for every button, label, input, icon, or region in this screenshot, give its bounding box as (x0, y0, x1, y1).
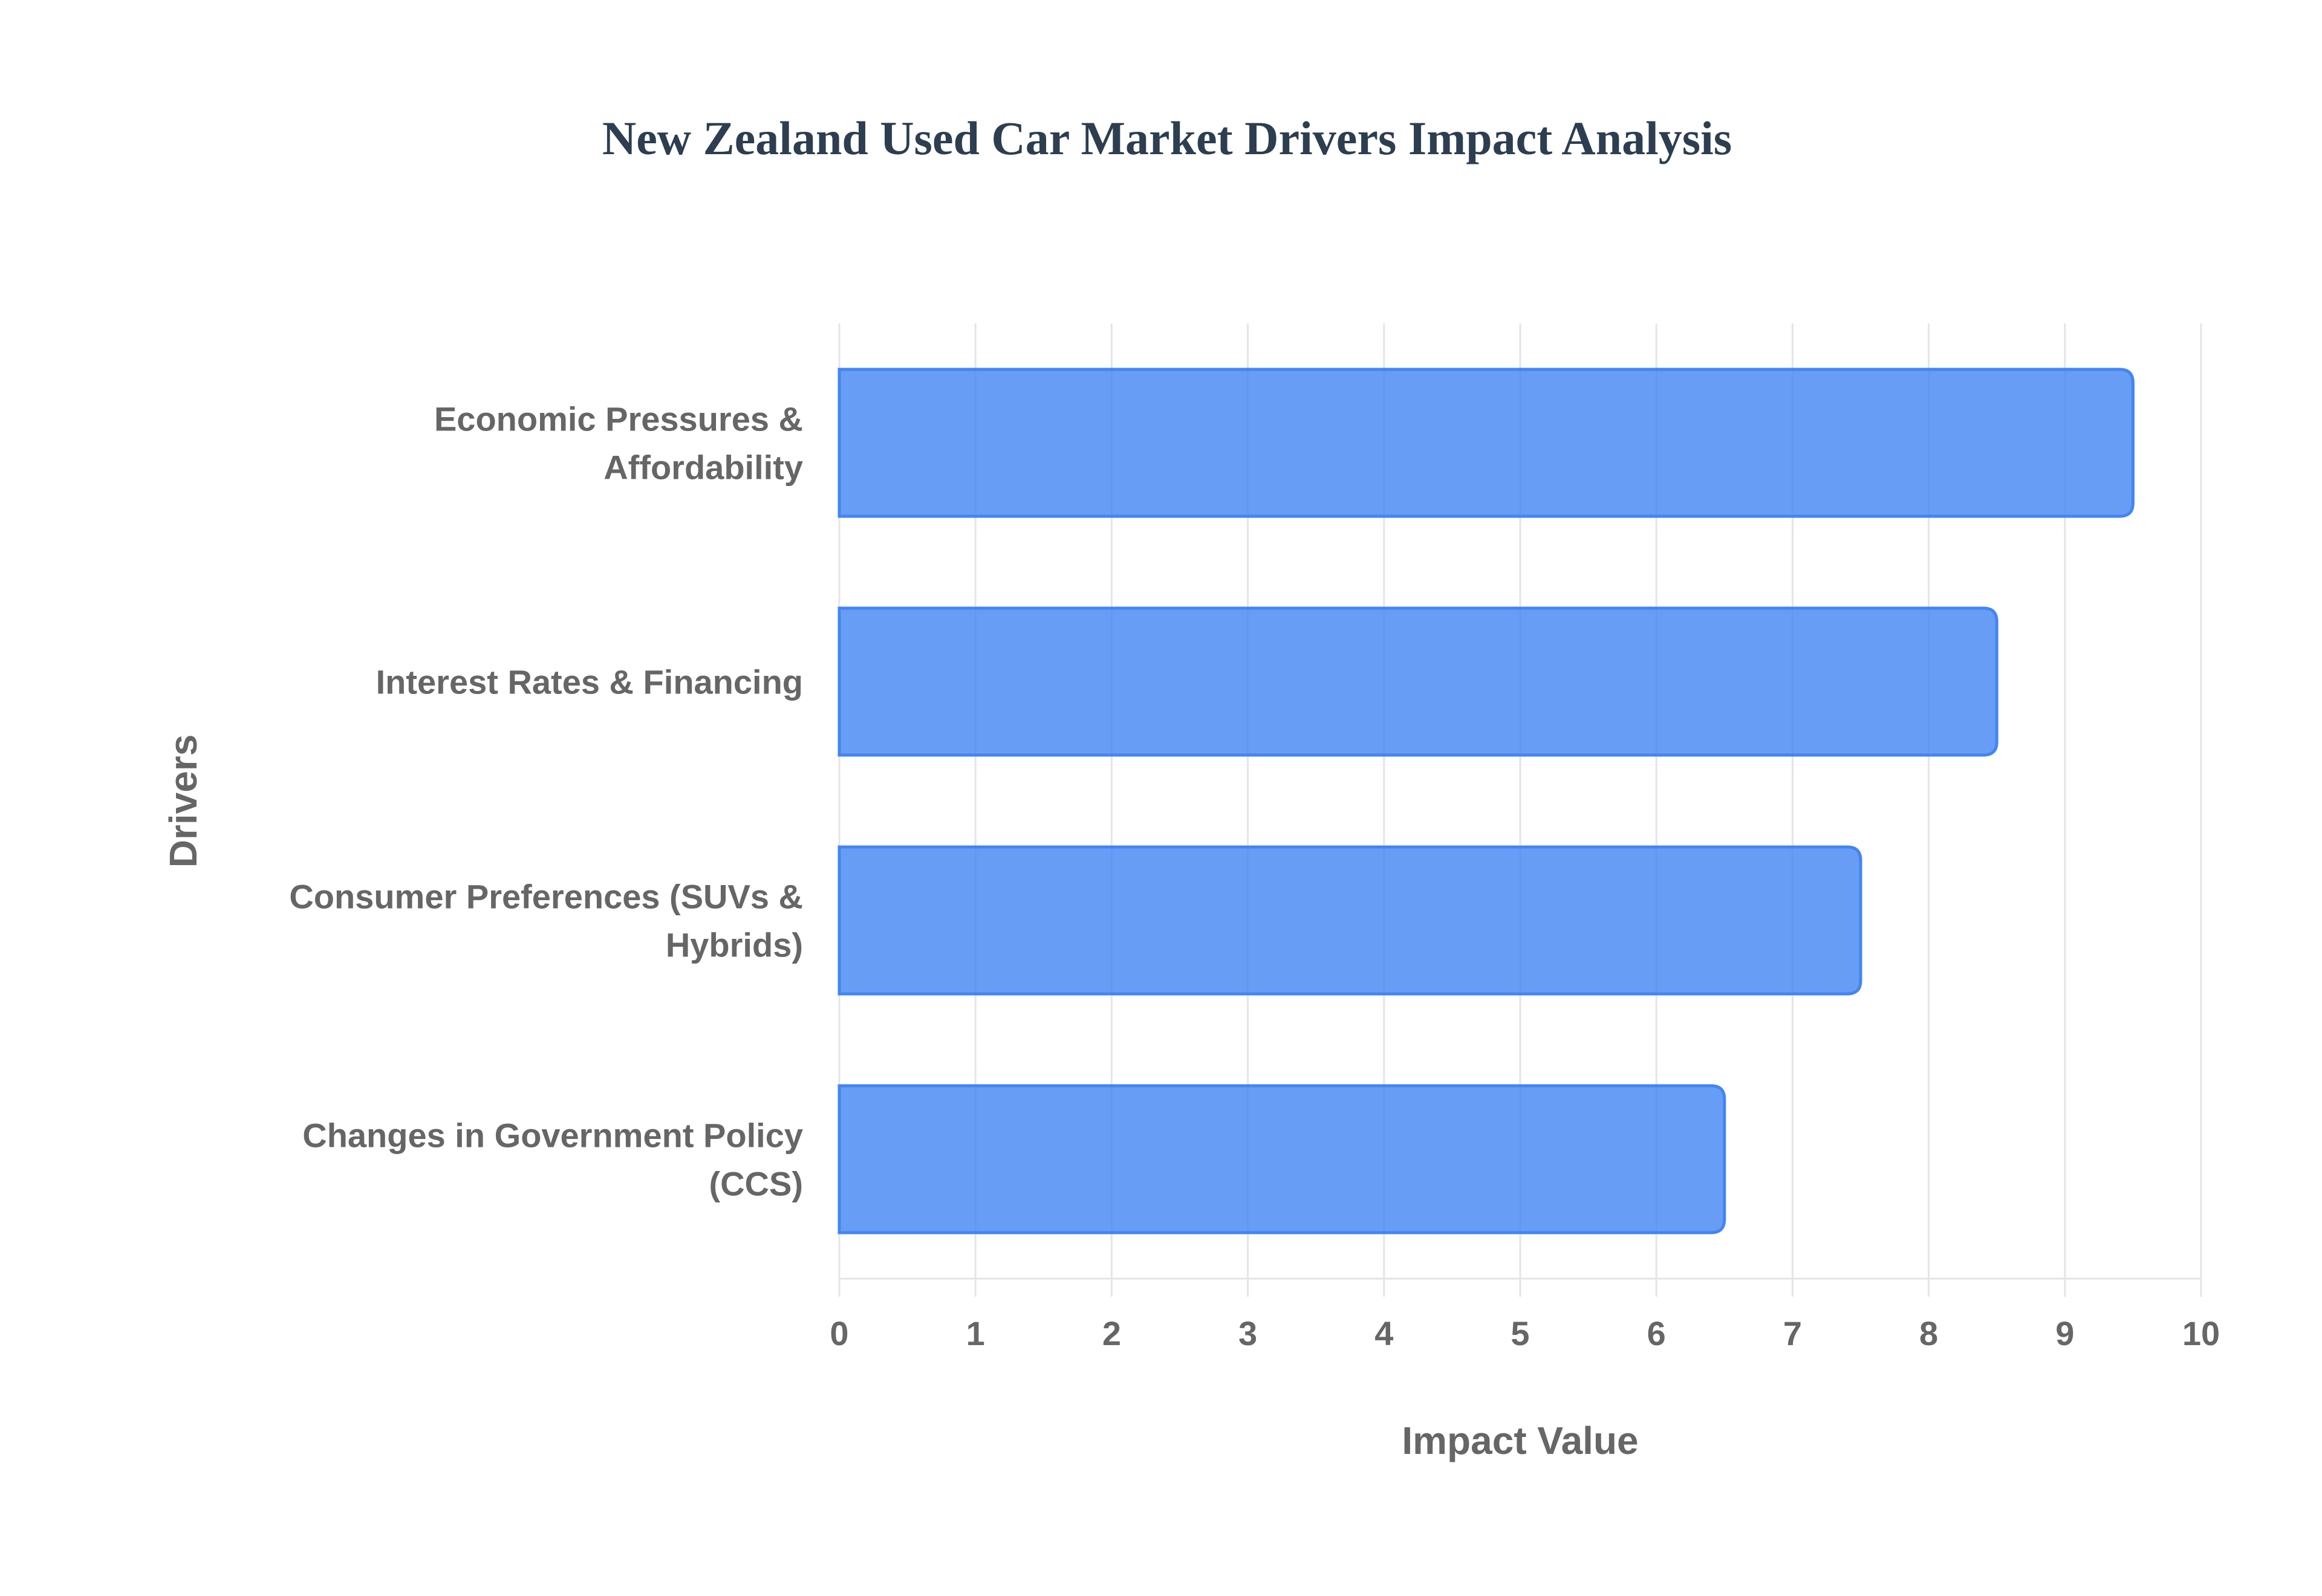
x-axis-ticks: 0 1 2 3 4 5 6 7 8 9 10 (830, 1314, 2220, 1352)
bars (837, 368, 2135, 1234)
bar[interactable] (837, 368, 2135, 518)
category-label: Consumer Preferences (SUVs & Hybrids) (289, 878, 803, 964)
category-label: Changes in Government Policy (CCS) (302, 1117, 803, 1203)
category-label: Interest Rates & Financing (376, 663, 803, 701)
x-tick-label: 7 (1783, 1314, 1802, 1352)
x-tick-label: 3 (1238, 1314, 1257, 1352)
x-axis-title: Impact Value (1402, 1419, 1638, 1462)
x-tick-label: 9 (2055, 1314, 2074, 1352)
x-tick-label: 1 (966, 1314, 985, 1352)
x-tick-label: 2 (1102, 1314, 1121, 1352)
x-tick-label: 8 (1919, 1314, 1938, 1352)
x-tick-label: 6 (1647, 1314, 1666, 1352)
bar[interactable] (837, 1084, 1726, 1234)
x-tick-label: 0 (830, 1314, 848, 1352)
x-tick-label: 10 (2182, 1314, 2220, 1352)
chart-title: New Zealand Used Car Market Drivers Impa… (602, 112, 1732, 164)
category-label: Economic Pressures & Affordability (434, 400, 803, 487)
bar[interactable] (837, 845, 1862, 996)
x-tick-label: 4 (1374, 1314, 1393, 1352)
x-tick-label: 5 (1511, 1314, 1529, 1352)
y-axis-title: Drivers (161, 735, 205, 868)
y-axis-labels: Economic Pressures & Affordability Interes… (289, 400, 803, 1203)
bar[interactable] (837, 606, 1998, 757)
